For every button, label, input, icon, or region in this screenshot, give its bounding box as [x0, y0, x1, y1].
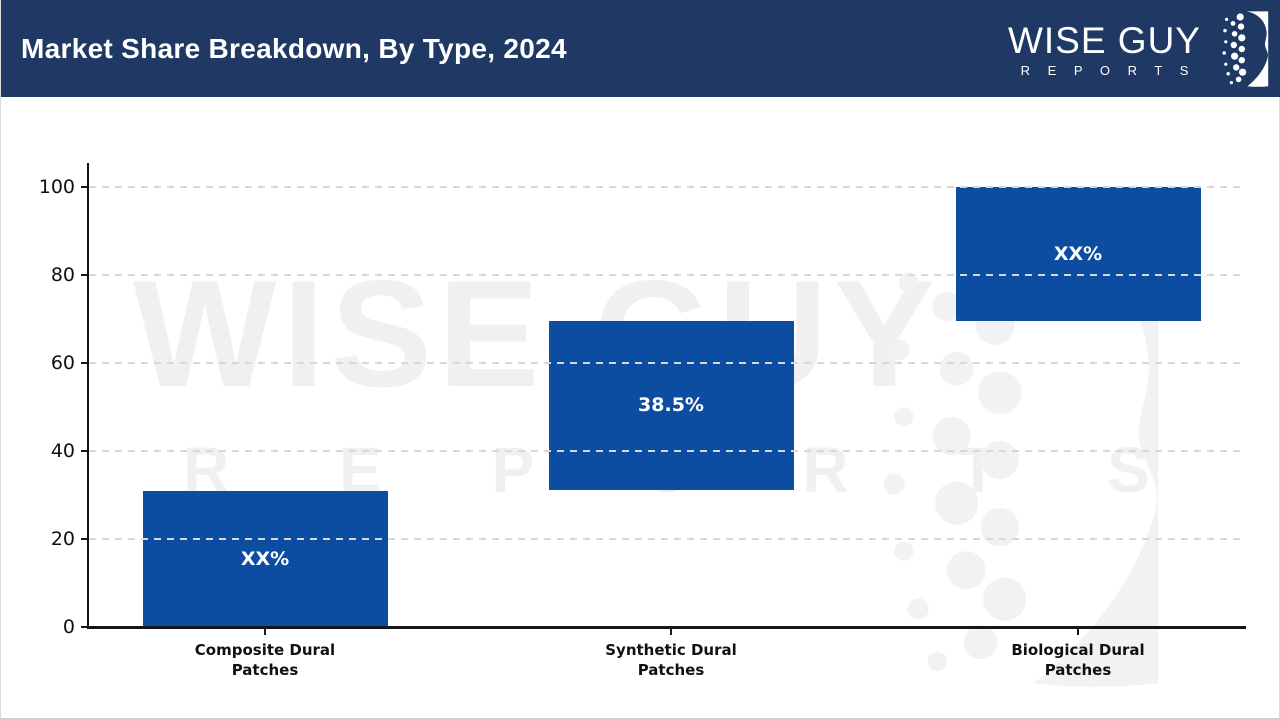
- gridline-20: [89, 538, 1246, 540]
- logo-text: WISE GUY R E P O R T S: [1007, 19, 1201, 78]
- gridline-100: [89, 186, 1246, 188]
- wise-guy-logo: WISE GUY R E P O R T S: [1008, 8, 1269, 90]
- y-tick-label-40: 40: [50, 440, 75, 462]
- gridline-40: [89, 450, 1246, 452]
- x-category-label-2: Synthetic Dural Patches: [521, 640, 821, 680]
- y-tick-label-100: 100: [38, 176, 75, 198]
- x-tick-3: [1077, 628, 1079, 635]
- watermark-wordmark: WISE GUY: [133, 249, 942, 419]
- y-tick-0: [81, 626, 88, 628]
- x-category-label-line: Patches: [231, 661, 299, 679]
- y-tick-80: [81, 274, 88, 276]
- logo-subtitle: R E P O R T S: [1020, 62, 1196, 78]
- x-category-label-line: Patches: [637, 661, 705, 679]
- gridline-80: [89, 274, 1246, 276]
- bar-value-label-3: XX%: [1053, 243, 1103, 265]
- y-tick-100: [81, 186, 88, 188]
- x-category-label-line: Patches: [1044, 661, 1112, 679]
- x-axis-spine: [87, 626, 1246, 629]
- x-tick-1: [264, 628, 266, 635]
- bar-value-label-2: 38.5%: [638, 394, 704, 416]
- y-tick-20: [81, 538, 88, 540]
- x-category-label-line: Composite Dural: [194, 641, 336, 659]
- header-bar: Market Share Breakdown, By Type, 2024 WI…: [1, 0, 1280, 97]
- gridline-60: [89, 362, 1246, 364]
- x-category-label-line: Synthetic Dural: [605, 641, 737, 659]
- x-category-label-line: Biological Dural: [1011, 641, 1145, 659]
- y-tick-label-20: 20: [50, 528, 75, 550]
- page-title: Market Share Breakdown, By Type, 2024: [21, 33, 567, 64]
- y-tick-60: [81, 362, 88, 364]
- x-category-label-3: Biological Dural Patches: [928, 640, 1228, 680]
- x-category-label-1: Composite Dural Patches: [115, 640, 415, 680]
- y-tick-label-0: 0: [62, 616, 75, 638]
- logo-wordmark: WISE GUY: [1007, 19, 1201, 61]
- bar-2: [548, 321, 794, 490]
- bar-3: [955, 187, 1201, 321]
- bar-1: [142, 491, 388, 627]
- x-tick-2: [670, 628, 672, 635]
- bar-value-label-1: XX%: [240, 548, 290, 570]
- y-tick-40: [81, 450, 88, 452]
- y-axis-spine: [87, 163, 89, 629]
- dot-face-icon: [1222, 11, 1269, 87]
- y-tick-label-60: 60: [50, 352, 75, 374]
- y-tick-label-80: 80: [50, 264, 75, 286]
